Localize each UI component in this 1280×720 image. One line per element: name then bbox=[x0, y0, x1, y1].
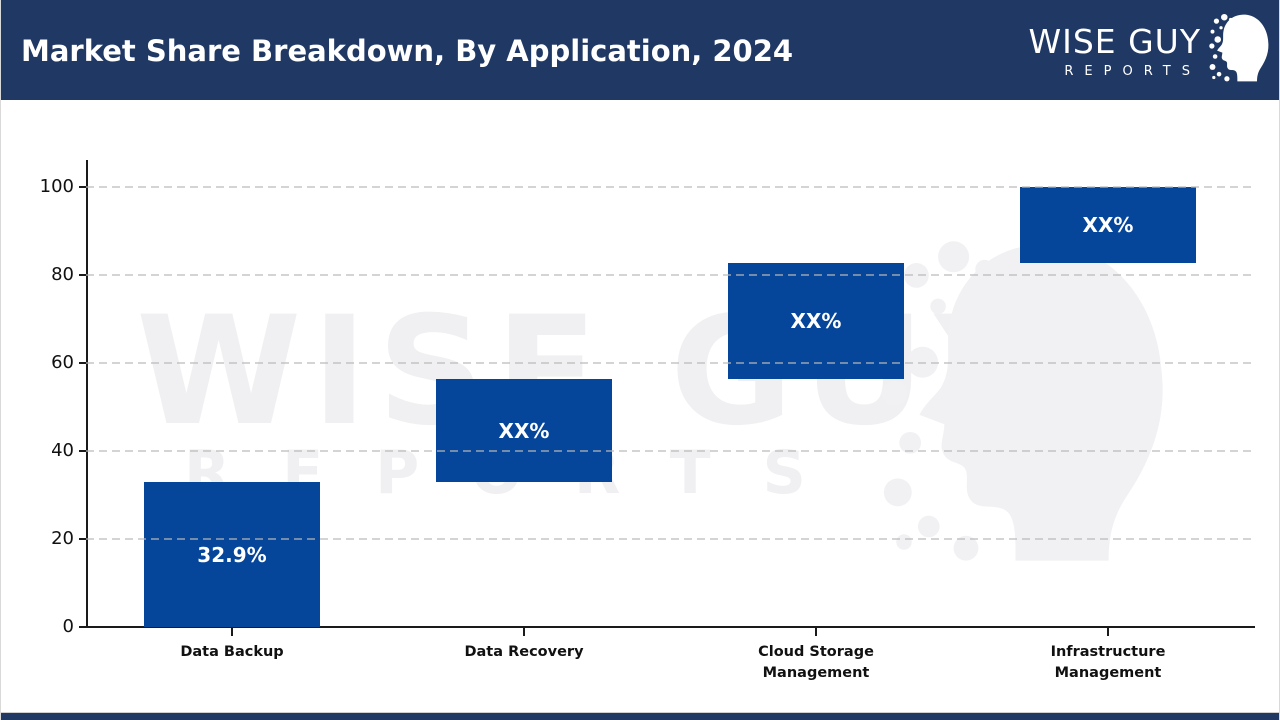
y-tick-mark bbox=[79, 449, 86, 452]
gridline-y20 bbox=[86, 537, 1254, 540]
y-tick-label: 0 bbox=[62, 616, 74, 637]
x-tick-mark bbox=[523, 628, 525, 636]
bar-value-label: XX% bbox=[498, 418, 550, 443]
bar-infrastructure-management: XX% bbox=[1020, 186, 1196, 264]
x-axis-line bbox=[85, 626, 1255, 628]
logo-wiseguy-text: WISE GUY bbox=[1028, 22, 1201, 61]
y-tick-label: 100 bbox=[39, 175, 74, 197]
y-tick-label: 40 bbox=[51, 439, 74, 461]
bar-data-backup: 32.9% bbox=[144, 482, 320, 627]
gridline-y60 bbox=[86, 361, 1254, 364]
bar-value-label: 32.9% bbox=[197, 542, 267, 567]
bar-value-label: XX% bbox=[1082, 212, 1134, 237]
x-category-label: Data Backup bbox=[180, 644, 284, 660]
x-category-label: Infrastructure Management bbox=[1050, 644, 1166, 682]
header: Market Share Breakdown, By Application, … bbox=[1, 0, 1279, 100]
gridline-y100 bbox=[86, 185, 1254, 188]
y-tick-label: 20 bbox=[51, 527, 74, 549]
y-tick-label: 60 bbox=[51, 351, 74, 373]
x-category-label: Data Recovery bbox=[464, 644, 584, 660]
x-tick-mark bbox=[815, 628, 817, 636]
y-tick-mark bbox=[79, 537, 86, 540]
gridline-y80 bbox=[86, 273, 1254, 276]
bar-value-label: XX% bbox=[790, 309, 842, 334]
x-tick-mark bbox=[231, 628, 233, 636]
y-axis-line bbox=[86, 160, 88, 628]
gridline-y40 bbox=[86, 449, 1254, 452]
footer-strip bbox=[1, 712, 1279, 720]
wiseguy-logo: WISE GUY REPORTS bbox=[1019, 8, 1269, 94]
plot-area: 32.9% XX% XX% XX% 0 20 40 60 80 100 Data Backup Dat… bbox=[1, 100, 1279, 713]
x-category-label: Cloud Storage Management bbox=[758, 644, 874, 682]
x-tick-mark bbox=[1107, 628, 1109, 636]
y-tick-label: 80 bbox=[51, 263, 74, 285]
y-tick-mark bbox=[79, 185, 86, 188]
bar-cloud-storage-management: XX% bbox=[728, 263, 904, 380]
y-tick-mark bbox=[79, 626, 86, 628]
y-tick-mark bbox=[79, 361, 86, 364]
bar-data-recovery: XX% bbox=[436, 379, 612, 483]
logo-reports-text: REPORTS bbox=[1064, 64, 1201, 79]
page-title: Market Share Breakdown, By Application, … bbox=[21, 34, 794, 68]
wiseguy-face-icon bbox=[1209, 13, 1269, 82]
y-tick-mark bbox=[79, 273, 86, 276]
